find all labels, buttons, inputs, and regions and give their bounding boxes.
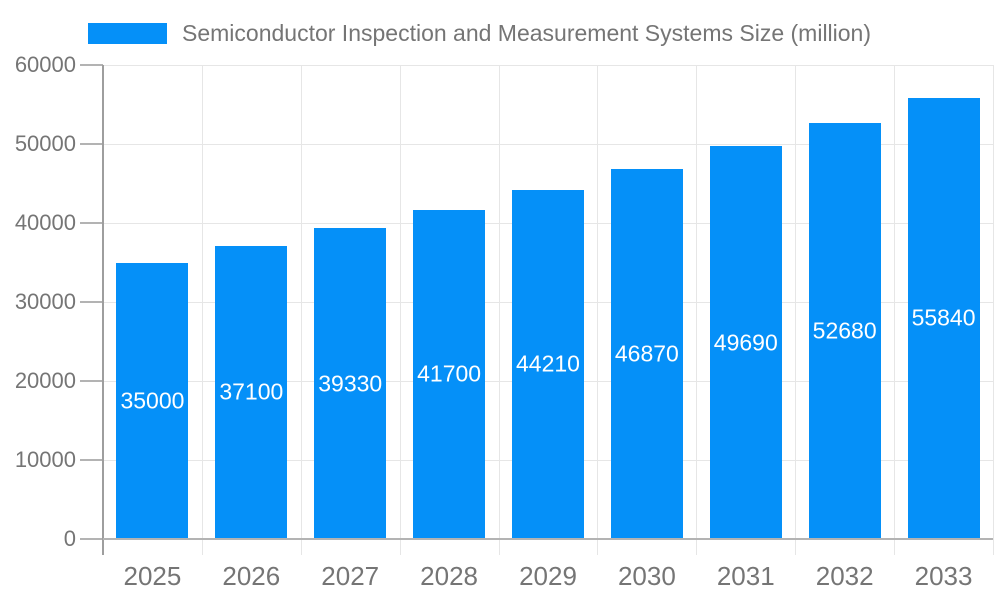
x-axis-tick-label: 2027 [321,561,380,591]
gridline-vertical [696,65,698,555]
y-axis-tick-label: 30000 [14,289,76,314]
y-axis-tick [80,380,103,382]
bar-value-label: 39330 [318,370,383,397]
y-axis-tick [80,459,103,461]
y-axis-tick [80,301,103,303]
bar[interactable]: 35000 [116,262,189,539]
x-axis-tick-label: 2033 [914,561,973,591]
x-axis-tick-label: 2031 [716,561,775,591]
gridline-vertical [300,65,302,555]
y-axis-tick-label: 0 [63,526,76,551]
y-axis-tick [80,538,103,540]
bar-value-label: 41700 [417,360,482,387]
gridline-horizontal [103,65,993,66]
gridline-horizontal [103,144,993,145]
gridline-vertical [498,65,500,555]
gridline-vertical [795,65,797,555]
bar-value-label: 49690 [713,329,778,356]
x-axis-tick-label: 2025 [123,561,182,591]
y-axis-tick [80,64,103,66]
legend-swatch [88,22,167,44]
legend-label: Semiconductor Inspection and Measurement… [182,19,872,46]
bar[interactable]: 52680 [808,122,881,539]
bar[interactable]: 55840 [907,97,980,539]
legend-item[interactable]: Semiconductor Inspection and Measurement… [88,19,872,46]
bar-value-label: 37100 [219,378,284,405]
x-axis-tick-label: 2030 [617,561,676,591]
bar-value-label: 35000 [120,387,185,414]
x-axis-tick-label: 2028 [420,561,479,591]
gridline-vertical [597,65,599,555]
y-axis-tick-label: 10000 [14,447,76,472]
bar[interactable]: 49690 [709,146,782,539]
gridline-vertical [201,65,203,555]
x-axis-tick-label: 2032 [815,561,874,591]
y-axis-tick [80,143,103,145]
bar[interactable]: 46870 [610,168,683,539]
bar[interactable]: 39330 [314,228,387,539]
bar[interactable]: 37100 [215,245,288,539]
bar-value-label: 55840 [911,304,976,331]
x-axis-tick-label: 2029 [519,561,577,591]
y-axis-tick-label: 50000 [14,131,76,156]
bar-value-label: 52680 [812,317,877,344]
gridline-vertical [399,65,401,555]
gridline-vertical [993,65,994,555]
y-axis-tick [80,222,103,224]
x-axis-tick-label: 2026 [222,561,281,591]
gridline-vertical [894,65,896,555]
bar-value-label: 46870 [614,340,679,367]
y-axis-tick-label: 20000 [14,368,76,393]
y-axis-tick-label: 60000 [14,52,76,77]
x-axis-baseline [103,538,993,540]
bar-value-label: 44210 [516,350,580,377]
bar[interactable]: 44210 [512,189,584,539]
y-axis-tick-label: 40000 [14,210,76,235]
y-axis-line [102,65,104,555]
bar[interactable]: 41700 [413,209,486,539]
